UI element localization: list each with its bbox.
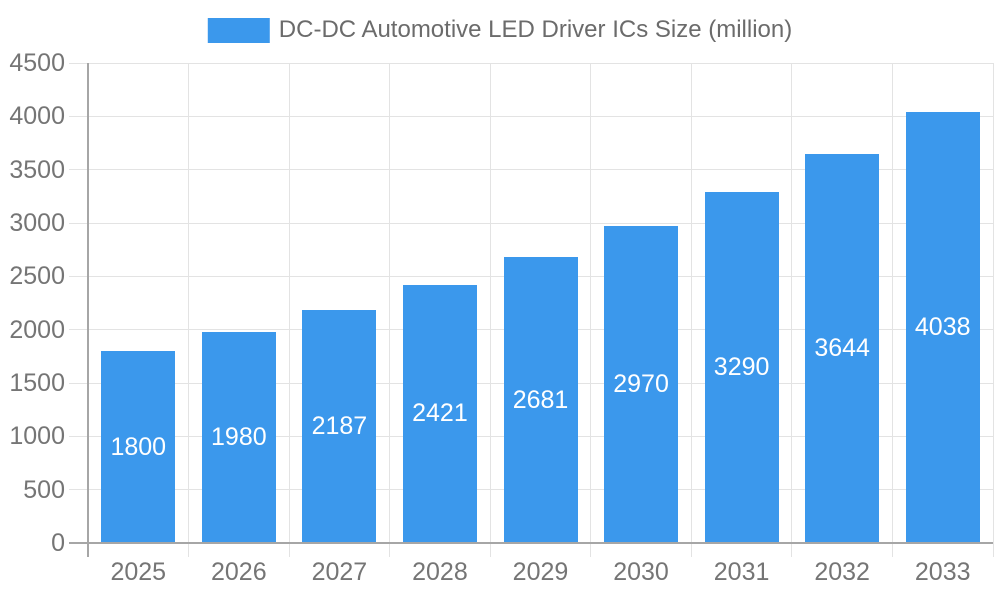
x-tick-label: 2026: [211, 558, 267, 586]
x-axis-line: [69, 542, 993, 544]
v-gridline: [690, 63, 692, 557]
bar[interactable]: 3644: [805, 154, 880, 543]
y-tick-label: 3000: [9, 209, 65, 237]
bar-value-label: 3644: [814, 334, 870, 363]
h-gridline: [69, 115, 993, 117]
x-tick-label: 2031: [713, 558, 770, 586]
x-tick-label: 2033: [914, 558, 971, 586]
y-tick-label: 1500: [9, 369, 65, 397]
y-tick-label: 4000: [9, 102, 65, 131]
v-gridline: [489, 63, 491, 557]
bar[interactable]: 1980: [201, 331, 276, 543]
bar[interactable]: 3290: [704, 192, 779, 543]
v-gridline: [389, 63, 391, 557]
bar-value-label: 2421: [412, 399, 468, 428]
y-tick-label: 3500: [9, 155, 65, 184]
bar[interactable]: 2681: [503, 257, 578, 543]
bar[interactable]: 2970: [604, 226, 679, 543]
x-tick-label: 2025: [110, 558, 167, 586]
h-gridline: [69, 62, 993, 64]
v-gridline: [992, 63, 994, 557]
y-axis-line: [87, 63, 89, 557]
bar[interactable]: 1800: [101, 351, 176, 543]
x-tick-label: 2029: [512, 558, 569, 586]
v-gridline: [288, 63, 290, 557]
bar-value-label: 4038: [914, 313, 971, 342]
v-gridline: [791, 63, 793, 557]
y-tick-label: 2500: [9, 262, 65, 291]
y-tick-label: 4500: [9, 49, 65, 77]
y-tick-label: 2000: [9, 315, 65, 344]
chart-legend[interactable]: DC-DC Automotive LED Driver ICs Size (mi…: [207, 16, 793, 44]
v-gridline: [188, 63, 190, 557]
x-tick-label: 2030: [613, 558, 669, 586]
x-tick-label: 2028: [412, 558, 468, 586]
v-gridline: [891, 63, 893, 557]
v-gridline: [590, 63, 592, 557]
bar[interactable]: 4038: [905, 112, 980, 543]
x-tick-label: 2032: [814, 558, 870, 586]
bar-value-label: 3290: [713, 353, 770, 382]
bar[interactable]: 2421: [402, 284, 477, 543]
bar[interactable]: 2187: [302, 309, 377, 543]
y-tick-label: 500: [23, 475, 65, 504]
h-gridline: [69, 169, 993, 171]
bar-value-label: 2681: [512, 385, 569, 414]
bar-value-label: 2970: [613, 370, 669, 399]
legend-swatch-icon: [207, 17, 270, 43]
y-tick-label: 1000: [9, 422, 65, 451]
h-gridline: [69, 222, 993, 224]
legend-label: DC-DC Automotive LED Driver ICs Size (mi…: [278, 16, 793, 43]
bar-value-label: 2187: [311, 411, 368, 440]
bar-value-label: 1800: [110, 432, 167, 461]
y-tick-label: 0: [51, 529, 65, 557]
x-tick-label: 2027: [311, 558, 368, 586]
bar-value-label: 1980: [211, 422, 267, 451]
